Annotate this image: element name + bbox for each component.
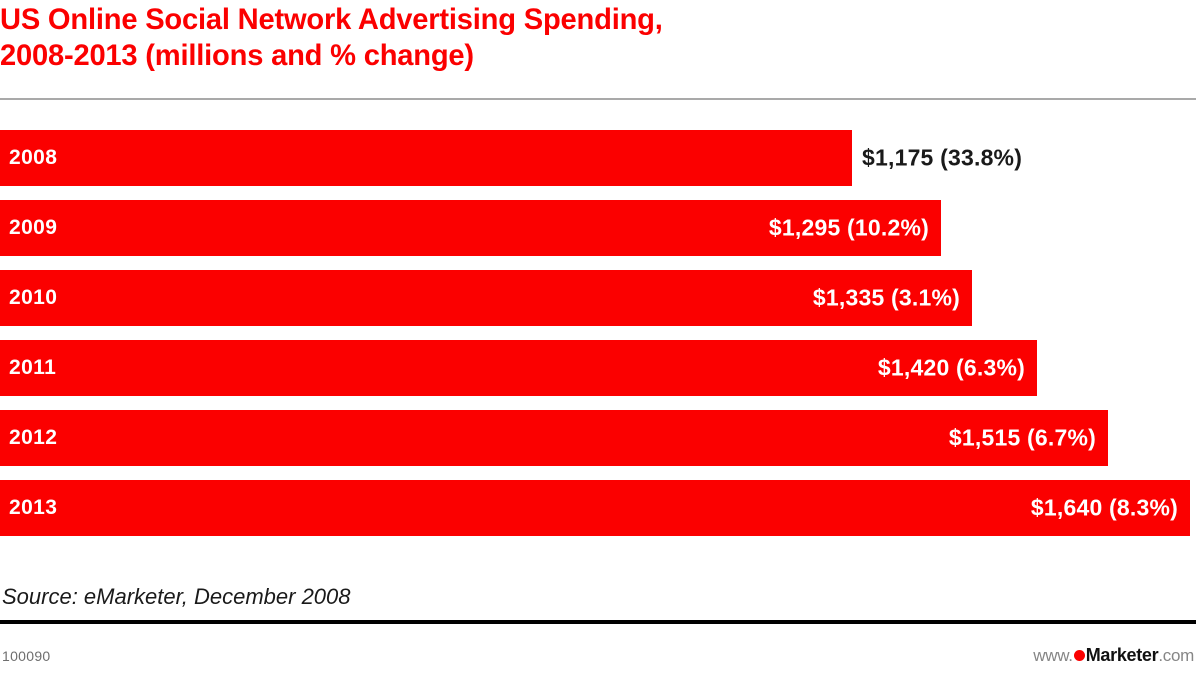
- bar-2011: 2011 $1,420 (6.3%): [0, 340, 1037, 396]
- bar-category-label: 2011: [9, 356, 57, 379]
- bar-row: 2010 $1,335 (3.1%): [0, 270, 1200, 326]
- bar-category-label: 2008: [9, 146, 58, 169]
- red-dot-icon: [1073, 650, 1085, 661]
- bar-2009: 2009 $1,295 (10.2%): [0, 200, 941, 256]
- logo-tld-text: .com: [1158, 645, 1194, 665]
- bar-row: 2009 $1,295 (10.2%): [0, 200, 1200, 256]
- page-title: US Online Social Network Advertising Spe…: [0, 3, 663, 72]
- bar-2010: 2010 $1,335 (3.1%): [0, 270, 972, 326]
- logo-brand-text: Marketer: [1085, 645, 1159, 665]
- bar-category-label: 2009: [9, 216, 58, 239]
- bar-category-label: 2013: [9, 496, 58, 519]
- bar-category-label: 2012: [9, 426, 58, 449]
- title-divider: [0, 98, 1196, 100]
- bar-2013: 2013 $1,640 (8.3%): [0, 480, 1190, 536]
- bar-category-label: 2010: [9, 286, 58, 309]
- footer-divider: [0, 620, 1196, 624]
- title-block: US Online Social Network Advertising Spe…: [0, 2, 1196, 74]
- logo-www-text: www.: [1033, 645, 1073, 665]
- bar-value-label: $1,295 (10.2%): [768, 214, 929, 241]
- bar-2012: 2012 $1,515 (6.7%): [0, 410, 1108, 466]
- bar-value-label: $1,175 (33.8%): [862, 144, 1023, 171]
- bar-row: 2013 $1,640 (8.3%): [0, 480, 1200, 536]
- bar-2008: 2008: [0, 130, 852, 186]
- figure-id: 100090: [2, 648, 51, 664]
- bar-value-label: $1,335 (3.1%): [812, 284, 960, 311]
- emarketer-logo[interactable]: www. Marketer .com: [1033, 645, 1194, 666]
- bar-row: 2012 $1,515 (6.7%): [0, 410, 1200, 466]
- bar-row: 2008 $1,175 (33.8%): [0, 130, 1200, 186]
- bar-value-label: $1,420 (6.3%): [877, 354, 1025, 381]
- bar-value-label: $1,515 (6.7%): [948, 424, 1096, 451]
- bar-row: 2011 $1,420 (6.3%): [0, 340, 1200, 396]
- source-note: Source: eMarketer, December 2008: [2, 584, 351, 609]
- bar-value-label: $1,640 (8.3%): [1030, 494, 1178, 521]
- bar-chart-plot-area: 2008 $1,175 (33.8%) 2009 $1,295 (10.2%) …: [0, 130, 1200, 554]
